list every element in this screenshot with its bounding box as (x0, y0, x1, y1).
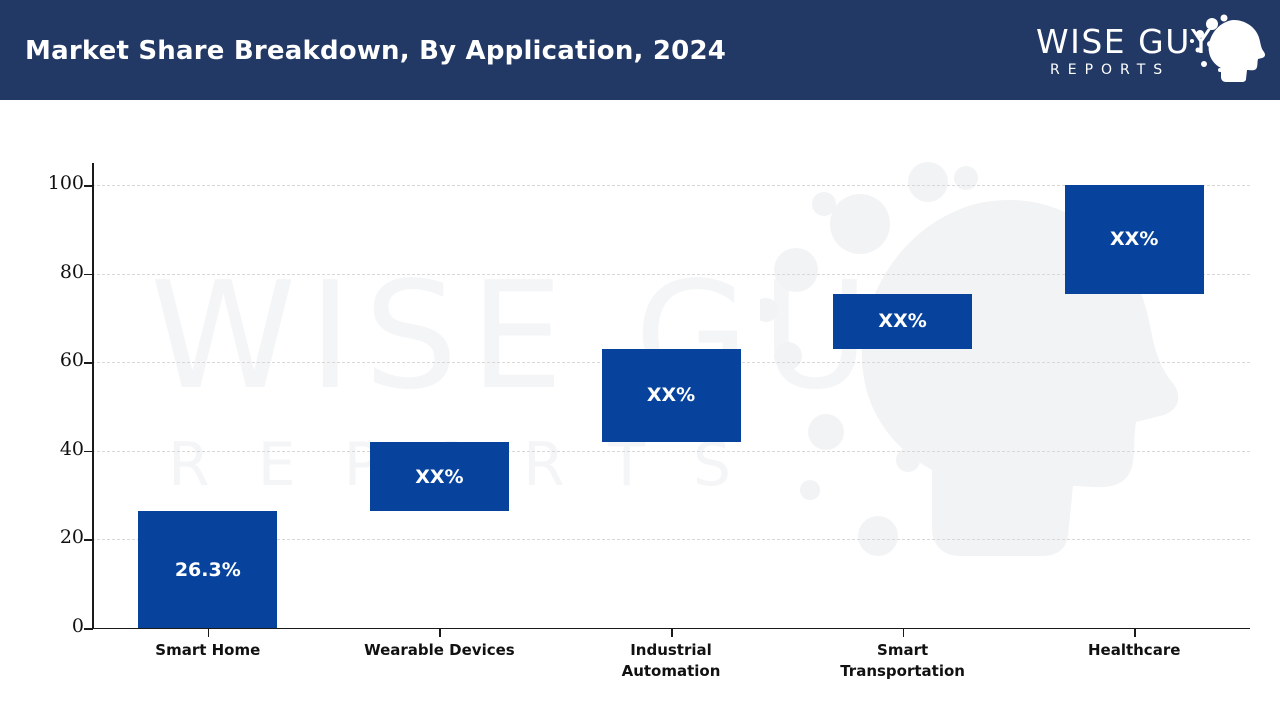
chart-area: 0 20 40 60 80 100 26.3% XX% XX% XX% XX% Smart Hom… (0, 100, 1280, 720)
y-tick-label: 80 (59, 260, 84, 283)
y-tick-mark (84, 539, 93, 541)
x-tick-label: Smart Transportation (840, 641, 965, 680)
y-tick-mark (84, 450, 93, 453)
bar-value-label: XX% (1110, 228, 1159, 251)
logo-primary-text: WISE GUY (1036, 22, 1213, 61)
page-title: Market Share Breakdown, By Application, … (25, 36, 727, 66)
x-tick-label: Smart Home (155, 641, 261, 659)
bar-value-label: 26.3% (174, 558, 241, 581)
y-tick-mark (84, 362, 93, 364)
x-tick-mark (207, 628, 210, 637)
x-tick-label: Healthcare (1087, 641, 1181, 659)
gridline (92, 450, 1250, 452)
y-tick-mark (84, 185, 93, 187)
bar-value-label: XX% (415, 465, 464, 488)
head-profile-dots-icon (1190, 14, 1266, 82)
bar-value-label: XX% (878, 310, 927, 333)
y-tick-mark (84, 273, 93, 276)
bar-smart-home[interactable]: 26.3% (138, 511, 278, 628)
gridline (92, 185, 1250, 186)
bar-value-label: XX% (646, 384, 696, 407)
bar-industrial-automation[interactable]: XX% (601, 348, 741, 442)
y-tick-label: 0 (71, 615, 84, 637)
bar-wearable-devices[interactable]: XX% (369, 441, 509, 512)
y-tick-mark (84, 628, 93, 630)
x-tick-label: Industrial Automation (621, 641, 721, 680)
y-axis-line (92, 163, 94, 628)
header-banner: Market Share Breakdown, By Application, … (0, 0, 1280, 100)
x-tick-mark (671, 628, 673, 637)
x-tick-mark (439, 628, 441, 637)
gridline (92, 539, 1250, 541)
bar-healthcare[interactable]: XX% (1064, 185, 1204, 294)
brand-logo: WISE GUY REPORTS (1022, 10, 1272, 90)
x-tick-label: Wearable Devices (364, 641, 515, 659)
y-tick-label: 60 (59, 349, 84, 372)
y-tick-label: 100 (47, 172, 84, 194)
y-tick-label: 40 (59, 437, 84, 460)
x-tick-mark (1134, 628, 1136, 637)
gridline (92, 273, 1250, 275)
logo-secondary-text: REPORTS (1050, 62, 1171, 78)
x-tick-mark (902, 628, 905, 637)
y-tick-label: 20 (59, 526, 84, 549)
bar-smart-transportation[interactable]: XX% (833, 293, 973, 349)
